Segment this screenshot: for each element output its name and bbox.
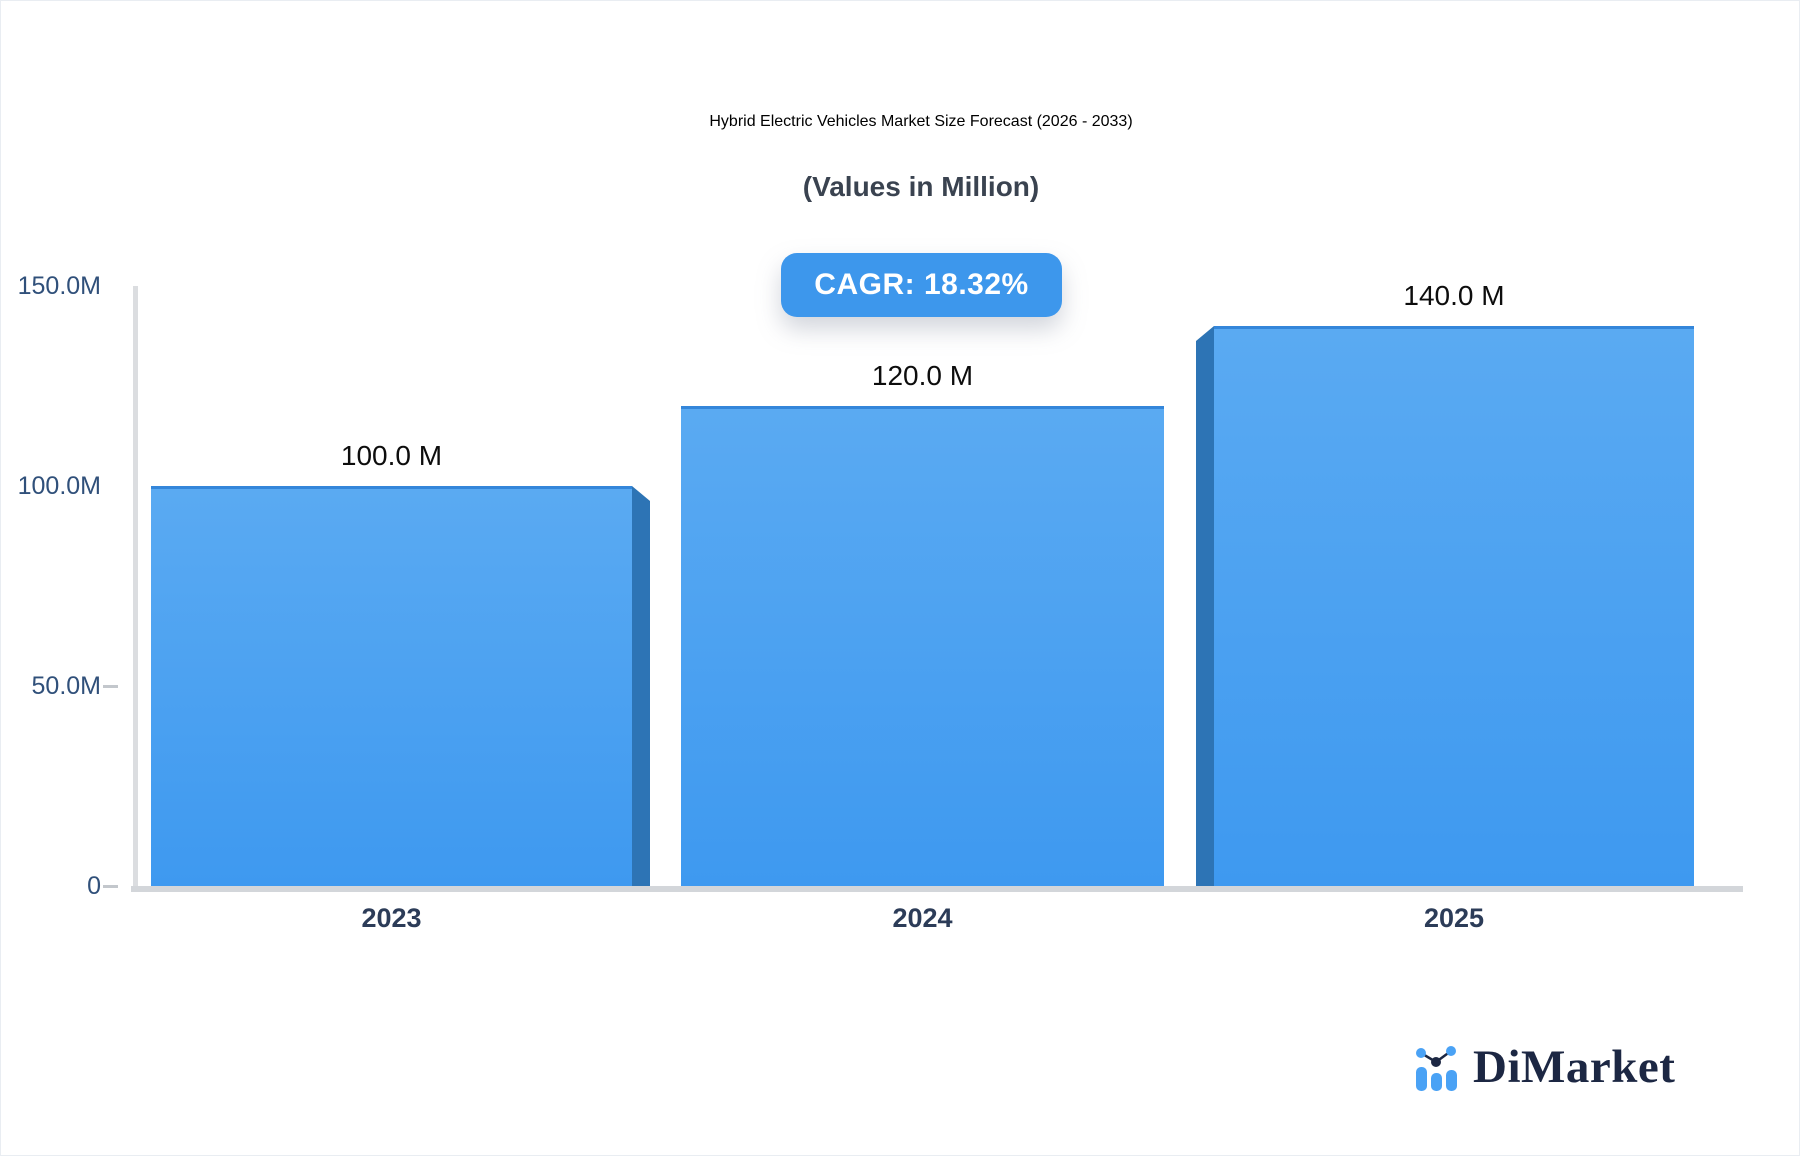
y-tick-mark [103,885,118,888]
x-axis-baseline [131,886,1743,892]
chart-title-text: Hybrid Electric Vehicles Market Size For… [709,113,1133,130]
y-tick-label: 100.0M [17,472,101,500]
bar-value-label: 100.0 M [340,440,443,471]
x-axis-category-label: 2024 [892,903,953,933]
chart-subtitle: (Values in Million) [21,171,1799,203]
bar-2025[interactable] [1214,326,1694,886]
y-tick-label: 150.0M [17,272,101,300]
brand-wordmark: DiMarket [1473,1040,1676,1093]
chart-subtitle-text: (Values in Million) [802,171,1040,202]
bar-value-label: 140.0 M [1403,280,1505,311]
bar-2024[interactable] [681,406,1164,886]
cagr-badge: CAGR: 18.32% [781,253,1062,317]
bar-line-chart-icon [1409,1043,1461,1095]
x-axis-category-label: 2023 [361,903,422,933]
bar-3d-side [632,486,650,886]
cagr-badge-label: CAGR: 18.32% [814,268,1029,301]
page-title: Hybrid Electric Vehicles Market Size For… [21,113,1799,131]
y-tick-label: 50.0M [31,672,101,700]
y-tick-label: 0 [87,872,101,900]
x-axis-category-label: 2025 [1423,903,1485,933]
bar-value-label: 120.0 M [871,360,974,391]
y-axis-line [133,286,138,888]
brand-logo: DiMarket [1409,1039,1709,1099]
bar-2023[interactable] [151,486,632,886]
bar-3d-side [1196,326,1214,886]
y-tick-mark [103,685,118,688]
